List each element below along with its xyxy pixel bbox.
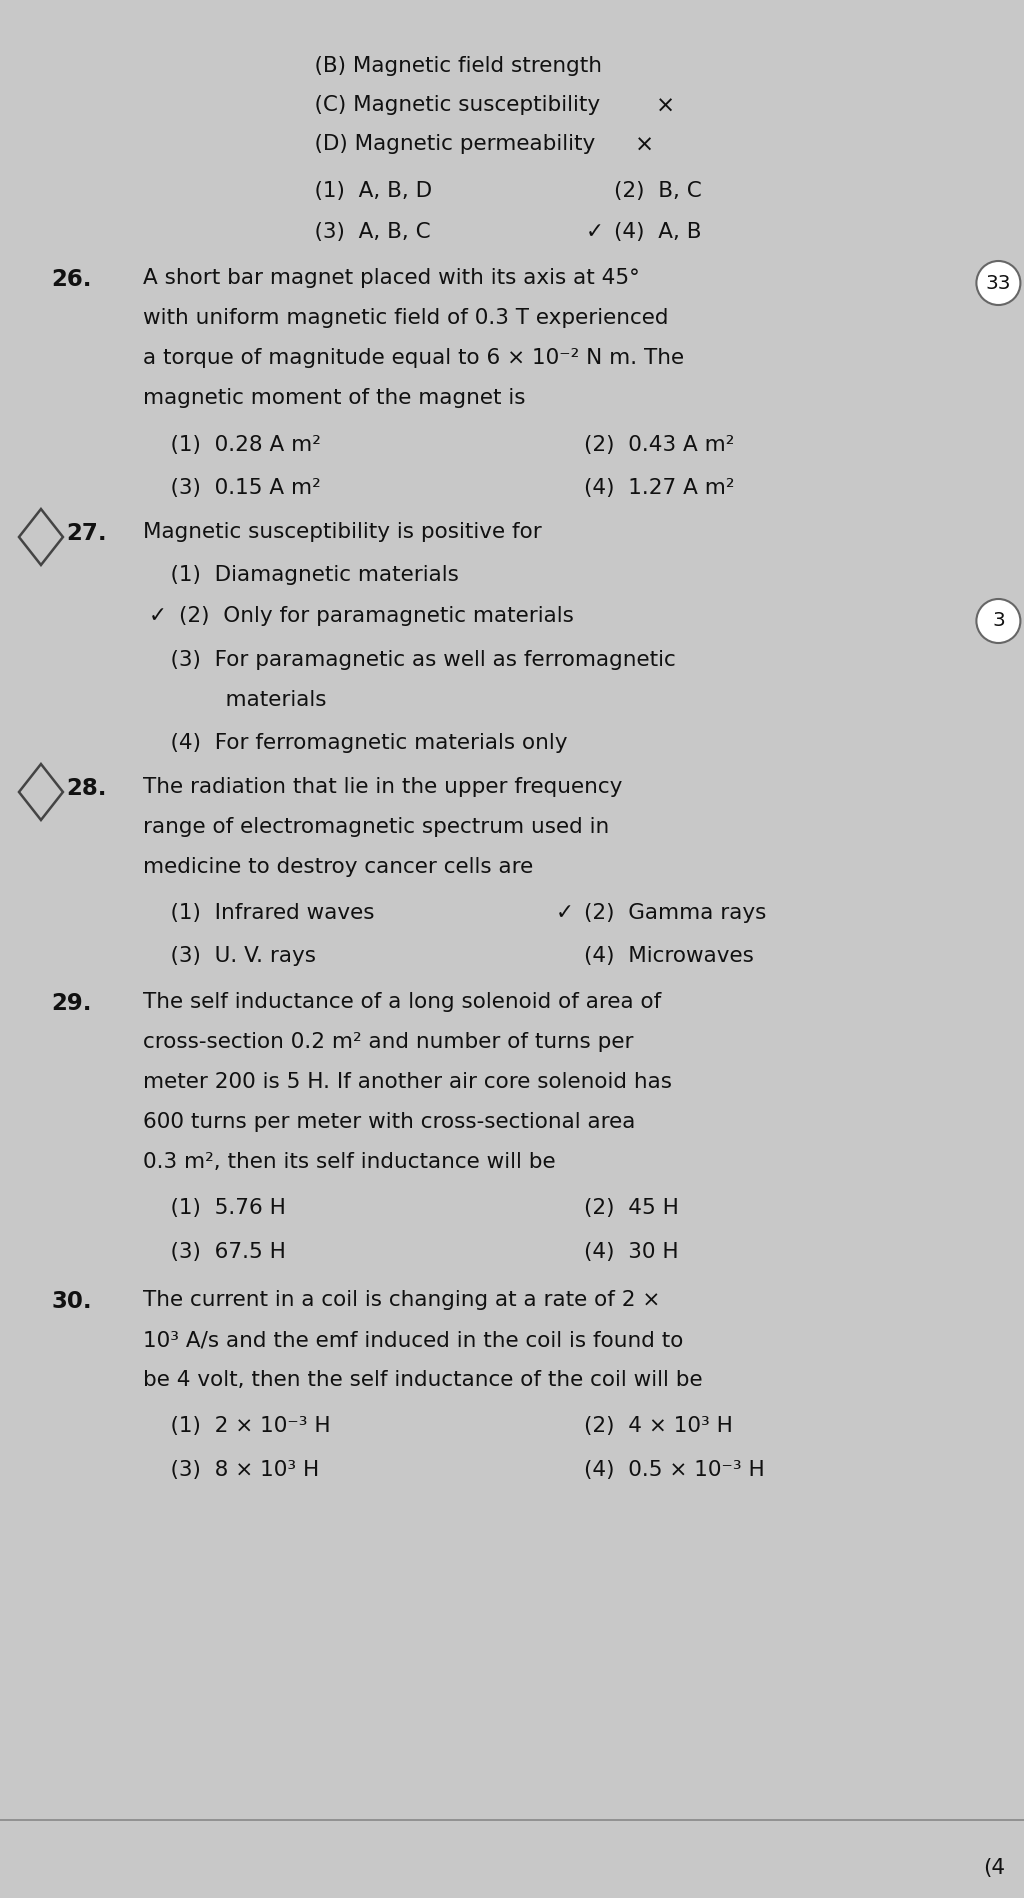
Text: 33: 33: [986, 273, 1011, 292]
Text: (C) Magnetic susceptibility: (C) Magnetic susceptibility: [287, 95, 600, 116]
Text: (4)  For ferromagnetic materials only: (4) For ferromagnetic materials only: [143, 733, 568, 754]
Text: Magnetic susceptibility is positive for: Magnetic susceptibility is positive for: [143, 522, 542, 543]
Text: 600 turns per meter with cross-sectional area: 600 turns per meter with cross-sectional…: [143, 1112, 636, 1131]
Text: materials: materials: [143, 691, 327, 710]
Text: 30.: 30.: [51, 1291, 92, 1313]
Text: A short bar magnet placed with its axis at 45°: A short bar magnet placed with its axis …: [143, 268, 640, 288]
Text: (2)  Only for paramagnetic materials: (2) Only for paramagnetic materials: [179, 605, 574, 626]
Text: ×: ×: [655, 95, 675, 118]
Text: ✓: ✓: [556, 903, 574, 922]
Text: (4)  1.27 A m²: (4) 1.27 A m²: [584, 478, 734, 497]
Text: 28.: 28.: [67, 776, 108, 799]
Text: (2)  4 × 10³ H: (2) 4 × 10³ H: [584, 1416, 732, 1437]
Text: 0.3 m², then its self inductance will be: 0.3 m², then its self inductance will be: [143, 1152, 556, 1171]
Text: be 4 volt, then the self inductance of the coil will be: be 4 volt, then the self inductance of t…: [143, 1370, 703, 1389]
Text: (4)  30 H: (4) 30 H: [584, 1241, 678, 1262]
Text: (D) Magnetic permeability: (D) Magnetic permeability: [287, 135, 595, 154]
Text: 10³ A/s and the emf induced in the coil is found to: 10³ A/s and the emf induced in the coil …: [143, 1330, 684, 1349]
Text: cross-section 0.2 m² and number of turns per: cross-section 0.2 m² and number of turns…: [143, 1033, 634, 1051]
Text: The current in a coil is changing at a rate of 2 ×: The current in a coil is changing at a r…: [143, 1291, 660, 1310]
Text: (3)  67.5 H: (3) 67.5 H: [143, 1241, 287, 1262]
Text: (2)  Gamma rays: (2) Gamma rays: [584, 903, 766, 922]
Text: (4)  0.5 × 10⁻³ H: (4) 0.5 × 10⁻³ H: [584, 1460, 765, 1480]
Text: 27.: 27.: [67, 522, 108, 545]
Text: (1)  Infrared waves: (1) Infrared waves: [143, 903, 375, 922]
Text: medicine to destroy cancer cells are: medicine to destroy cancer cells are: [143, 858, 534, 877]
Text: (3)  0.15 A m²: (3) 0.15 A m²: [143, 478, 322, 497]
Text: (2)  B, C: (2) B, C: [614, 180, 702, 201]
Text: (2)  45 H: (2) 45 H: [584, 1198, 679, 1219]
Text: ×: ×: [635, 135, 654, 158]
Text: a torque of magnitude equal to 6 × 10⁻² N m. The: a torque of magnitude equal to 6 × 10⁻² …: [143, 347, 684, 368]
Text: (4: (4: [983, 1858, 1006, 1877]
Text: ✓: ✓: [586, 222, 604, 243]
Text: The self inductance of a long solenoid of area of: The self inductance of a long solenoid o…: [143, 993, 662, 1012]
Text: (1)  2 × 10⁻³ H: (1) 2 × 10⁻³ H: [143, 1416, 331, 1437]
Text: (3)  U. V. rays: (3) U. V. rays: [143, 945, 316, 966]
Text: (3)  For paramagnetic as well as ferromagnetic: (3) For paramagnetic as well as ferromag…: [143, 649, 676, 670]
Circle shape: [977, 262, 1020, 306]
Circle shape: [977, 600, 1020, 643]
Text: (B) Magnetic field strength: (B) Magnetic field strength: [287, 57, 602, 76]
Text: (1)  5.76 H: (1) 5.76 H: [143, 1198, 287, 1219]
Text: meter 200 is 5 H. If another air core solenoid has: meter 200 is 5 H. If another air core so…: [143, 1072, 673, 1091]
Text: (2)  0.43 A m²: (2) 0.43 A m²: [584, 435, 734, 456]
Text: with uniform magnetic field of 0.3 T experienced: with uniform magnetic field of 0.3 T exp…: [143, 307, 669, 328]
Text: (3)  8 × 10³ H: (3) 8 × 10³ H: [143, 1460, 319, 1480]
Text: magnetic moment of the magnet is: magnetic moment of the magnet is: [143, 387, 526, 408]
Text: range of electromagnetic spectrum used in: range of electromagnetic spectrum used i…: [143, 816, 609, 837]
Text: (3)  A, B, C: (3) A, B, C: [287, 222, 430, 243]
Text: 26.: 26.: [51, 268, 92, 290]
Text: 29.: 29.: [51, 993, 92, 1015]
Text: (1)  0.28 A m²: (1) 0.28 A m²: [143, 435, 322, 456]
Text: (4)  A, B: (4) A, B: [614, 222, 701, 243]
Text: (1)  A, B, D: (1) A, B, D: [287, 180, 432, 201]
Text: 3: 3: [992, 611, 1005, 630]
Text: ✓: ✓: [148, 605, 167, 626]
Text: (1)  Diamagnetic materials: (1) Diamagnetic materials: [143, 566, 459, 585]
Text: The radiation that lie in the upper frequency: The radiation that lie in the upper freq…: [143, 776, 623, 797]
Text: (4)  Microwaves: (4) Microwaves: [584, 945, 754, 966]
